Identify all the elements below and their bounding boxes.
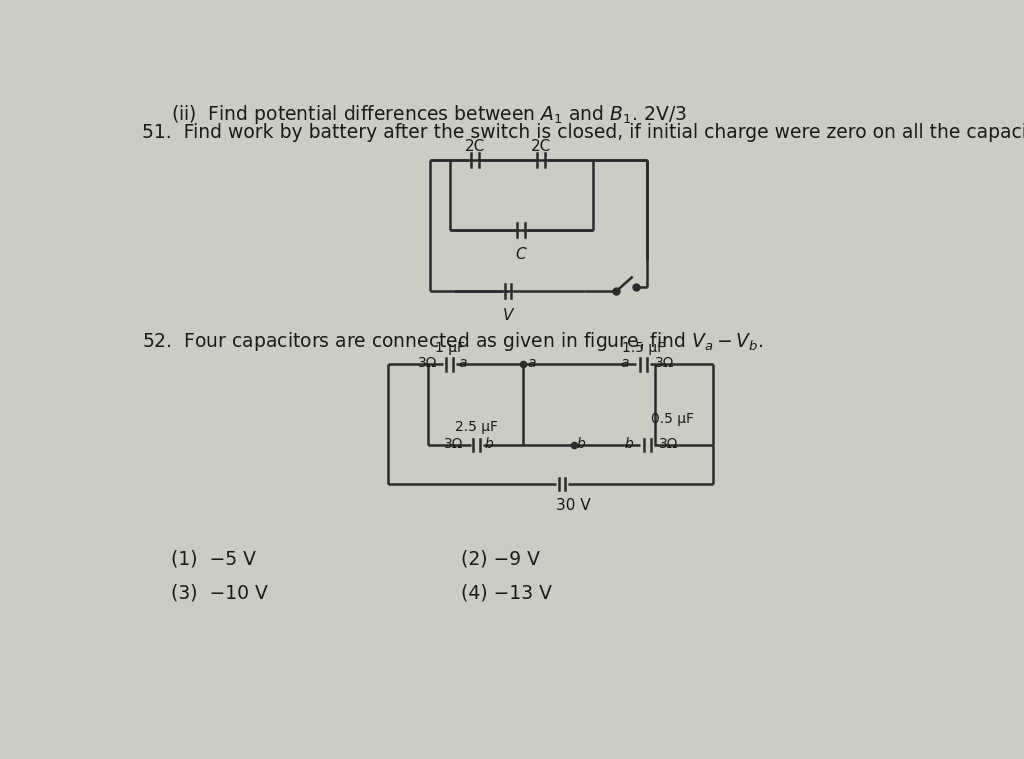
Text: a: a bbox=[459, 356, 467, 370]
Text: (3)  −10 V: (3) −10 V bbox=[171, 584, 267, 603]
Text: (ii)  Find potential differences between $A_1$ and $B_1$. 2V/3: (ii) Find potential differences between … bbox=[171, 102, 686, 126]
Text: 2C: 2C bbox=[531, 139, 551, 154]
Text: C: C bbox=[516, 247, 526, 262]
Text: (1)  −5 V: (1) −5 V bbox=[171, 550, 256, 568]
Text: a: a bbox=[527, 356, 536, 370]
Text: 3Ω: 3Ω bbox=[418, 356, 437, 370]
Text: 3Ω: 3Ω bbox=[659, 436, 679, 451]
Text: b: b bbox=[577, 436, 586, 451]
Text: a: a bbox=[621, 356, 630, 370]
Text: (2) −9 V: (2) −9 V bbox=[461, 550, 541, 568]
Text: b: b bbox=[484, 436, 494, 451]
Text: 0.5 μF: 0.5 μF bbox=[651, 412, 694, 426]
Text: 2C: 2C bbox=[465, 139, 485, 154]
Text: b: b bbox=[625, 436, 633, 451]
Text: (4) −13 V: (4) −13 V bbox=[461, 584, 552, 603]
Text: 3Ω: 3Ω bbox=[443, 436, 463, 451]
Text: 52.  Four capacitors are connected as given in figure, find $V_a - V_b$.: 52. Four capacitors are connected as giv… bbox=[142, 329, 764, 353]
Text: 3Ω: 3Ω bbox=[655, 356, 675, 370]
Text: 30 V: 30 V bbox=[556, 498, 591, 512]
Text: 1.5 μF: 1.5 μF bbox=[622, 342, 665, 355]
Text: 1 μF: 1 μF bbox=[434, 342, 465, 355]
Text: 51.  Find work by battery after the switch is closed, if initial charge were zer: 51. Find work by battery after the switc… bbox=[142, 124, 1024, 143]
Text: V: V bbox=[503, 308, 513, 323]
Text: 2.5 μF: 2.5 μF bbox=[456, 420, 499, 434]
